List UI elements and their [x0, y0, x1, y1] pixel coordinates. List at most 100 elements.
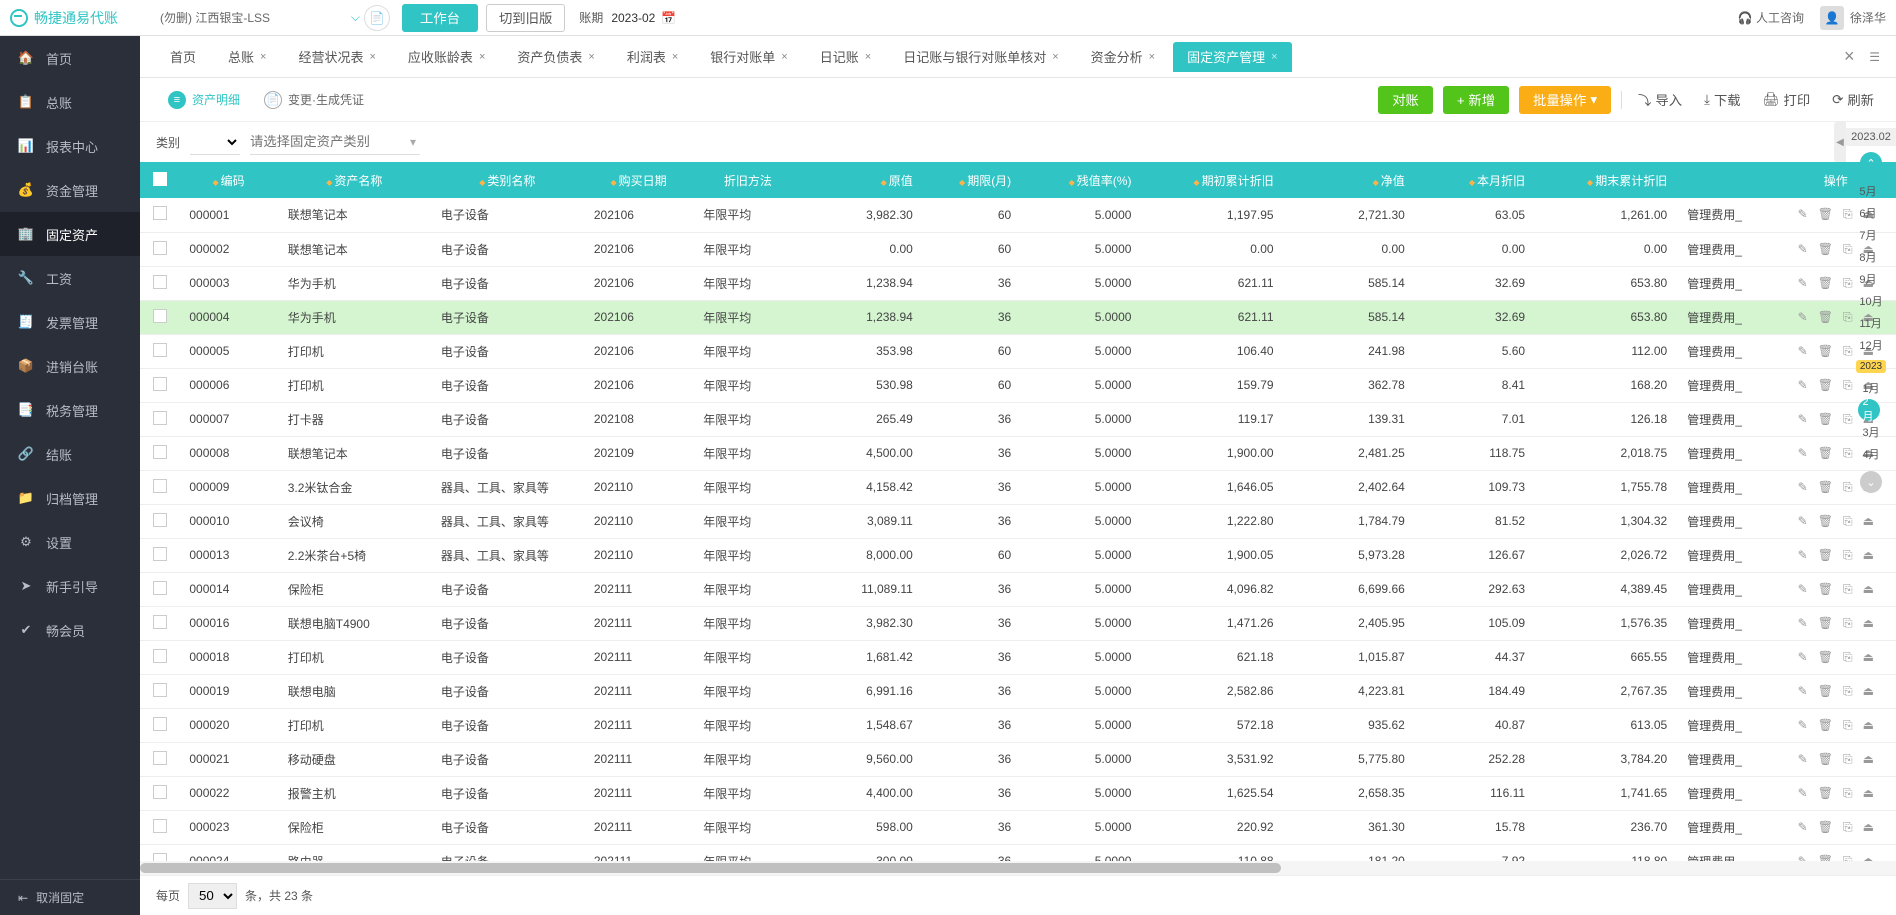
table-row[interactable]: 000006 打印机 电子设备 202106 年限平均 530.98 60 5.…	[140, 368, 1896, 402]
th-12[interactable]	[1677, 162, 1775, 198]
scrollbar-thumb[interactable]	[140, 863, 1281, 873]
copy-icon[interactable]: ⎘	[1843, 684, 1853, 699]
row-check[interactable]	[140, 198, 179, 232]
th-8[interactable]: ◆期初累计折旧	[1141, 162, 1283, 198]
support-link[interactable]: 🎧 人工咨询	[1738, 9, 1804, 26]
tab-5[interactable]: 利润表×	[613, 42, 692, 72]
tab-3[interactable]: 应收账龄表×	[394, 42, 499, 72]
row-check[interactable]	[140, 232, 179, 266]
tab-close-icon[interactable]: ×	[1149, 51, 1155, 63]
edit-icon[interactable]: ✎	[1798, 548, 1808, 563]
batch-button[interactable]: 批量操作 ▾	[1519, 86, 1611, 114]
row-check[interactable]	[140, 810, 179, 844]
table-row[interactable]: 000018 打印机 电子设备 202111 年限平均 1,681.42 36 …	[140, 640, 1896, 674]
th-0[interactable]: ◆编码	[179, 162, 277, 198]
delete-icon[interactable]: 🗑	[1818, 310, 1833, 325]
th-6[interactable]: ◆期限(月)	[923, 162, 1021, 198]
th-2[interactable]: ◆类别名称	[431, 162, 584, 198]
delete-icon[interactable]: 🗑	[1818, 276, 1833, 291]
tab-close-icon[interactable]: ×	[865, 51, 871, 63]
row-check[interactable]	[140, 538, 179, 572]
row-check[interactable]	[140, 776, 179, 810]
tab-close-icon[interactable]: ×	[369, 51, 375, 63]
rail-month[interactable]: 9月	[1855, 268, 1886, 290]
period-picker[interactable]: 2023-02 📅	[611, 11, 676, 25]
copy-icon[interactable]: ⎘	[1843, 854, 1853, 862]
tab-6[interactable]: 银行对账单×	[696, 42, 801, 72]
rail-month[interactable]: 10月	[1855, 290, 1886, 312]
th-9[interactable]: ◆净值	[1284, 162, 1415, 198]
rail-month[interactable]: 2月	[1858, 399, 1880, 421]
row-check[interactable]	[140, 402, 179, 436]
edit-icon[interactable]: ✎	[1798, 276, 1808, 291]
table-row[interactable]: 000007 打卡器 电子设备 202108 年限平均 265.49 36 5.…	[140, 402, 1896, 436]
delete-icon[interactable]: 🗑	[1818, 616, 1833, 631]
rail-month[interactable]: 6月	[1855, 202, 1886, 224]
row-check[interactable]	[140, 606, 179, 640]
tab-close-icon[interactable]: ×	[1052, 51, 1058, 63]
sidebar-item-9[interactable]: 🔗结账	[0, 432, 140, 476]
rail-month[interactable]: 8月	[1855, 246, 1886, 268]
tab-9[interactable]: 资金分析×	[1077, 42, 1169, 72]
table-row[interactable]: 000001 联想笔记本 电子设备 202106 年限平均 3,982.30 6…	[140, 198, 1896, 232]
delete-icon[interactable]: 🗑	[1818, 684, 1833, 699]
copy-icon[interactable]: ⎘	[1843, 650, 1853, 665]
close-all-tabs[interactable]: ×	[1837, 45, 1861, 69]
copy-icon[interactable]: ⎘	[1843, 582, 1853, 597]
note-button[interactable]: 📄	[364, 5, 390, 31]
copy-icon[interactable]: ⎘	[1843, 616, 1853, 631]
delete-icon[interactable]: 🗑	[1818, 207, 1833, 222]
copy-icon[interactable]: ⎘	[1843, 786, 1853, 801]
rail-up-button[interactable]: ⌃	[1860, 152, 1882, 174]
tab-close-icon[interactable]: ×	[781, 51, 787, 63]
print-button[interactable]: 🖨 打印	[1757, 86, 1817, 114]
delete-icon[interactable]: 🗑	[1818, 344, 1833, 359]
copy-icon[interactable]: ⎘	[1843, 514, 1853, 529]
rail-month[interactable]: 12月	[1855, 334, 1886, 356]
archive-icon[interactable]: ⏏	[1863, 684, 1874, 699]
delete-icon[interactable]: 🗑	[1818, 242, 1833, 257]
user-menu[interactable]: 👤 徐泽华	[1820, 6, 1886, 30]
delete-icon[interactable]: 🗑	[1818, 582, 1833, 597]
delete-icon[interactable]: 🗑	[1818, 718, 1833, 733]
subtab-asset-detail[interactable]: ≡ 资产明细	[156, 85, 252, 115]
tab-0[interactable]: 首页	[156, 42, 210, 72]
old-version-button[interactable]: 切到旧版	[486, 4, 565, 32]
table-row[interactable]: 000014 保险柜 电子设备 202111 年限平均 11,089.11 36…	[140, 572, 1896, 606]
table-row[interactable]: 000013 2.2米茶台+5椅 器具、工具、家具等 202110 年限平均 8…	[140, 538, 1896, 572]
row-check[interactable]	[140, 572, 179, 606]
sidebar-item-11[interactable]: ⚙设置	[0, 520, 140, 564]
edit-icon[interactable]: ✎	[1798, 650, 1808, 665]
table-row[interactable]: 000010 会议椅 器具、工具、家具等 202110 年限平均 3,089.1…	[140, 504, 1896, 538]
row-check[interactable]	[140, 708, 179, 742]
horizontal-scrollbar[interactable]	[140, 861, 1896, 875]
th-check[interactable]	[140, 162, 179, 198]
row-check[interactable]	[140, 640, 179, 674]
edit-icon[interactable]: ✎	[1798, 378, 1808, 393]
subtab-generate-voucher[interactable]: 📄 变更·生成凭证	[252, 85, 376, 115]
tabs-menu-icon[interactable]: ☰	[1869, 50, 1880, 64]
edit-icon[interactable]: ✎	[1798, 310, 1808, 325]
copy-icon[interactable]: ⎘	[1843, 548, 1853, 563]
row-check[interactable]	[140, 844, 179, 861]
table-row[interactable]: 000019 联想电脑 电子设备 202111 年限平均 6,991.16 36…	[140, 674, 1896, 708]
row-check[interactable]	[140, 436, 179, 470]
delete-icon[interactable]: 🗑	[1818, 548, 1833, 563]
sidebar-item-6[interactable]: 🧾发票管理	[0, 300, 140, 344]
tab-8[interactable]: 日记账与银行对账单核对×	[889, 42, 1072, 72]
refresh-button[interactable]: ⟳ 刷新	[1826, 86, 1880, 114]
table-row[interactable]: 000023 保险柜 电子设备 202111 年限平均 598.00 36 5.…	[140, 810, 1896, 844]
archive-icon[interactable]: ⏏	[1863, 514, 1874, 529]
sidebar-item-8[interactable]: 📑税务管理	[0, 388, 140, 432]
archive-icon[interactable]: ⏏	[1863, 854, 1874, 862]
copy-icon[interactable]: ⎘	[1843, 820, 1853, 835]
table-row[interactable]: 000021 移动硬盘 电子设备 202111 年限平均 9,560.00 36…	[140, 742, 1896, 776]
th-4[interactable]: 折旧方法	[693, 162, 802, 198]
th-10[interactable]: ◆本月折旧	[1415, 162, 1535, 198]
edit-icon[interactable]: ✎	[1798, 242, 1808, 257]
row-check[interactable]	[140, 504, 179, 538]
row-check[interactable]	[140, 300, 179, 334]
archive-icon[interactable]: ⏏	[1863, 650, 1874, 665]
rail-month[interactable]: 11月	[1855, 312, 1886, 334]
delete-icon[interactable]: 🗑	[1818, 854, 1833, 862]
